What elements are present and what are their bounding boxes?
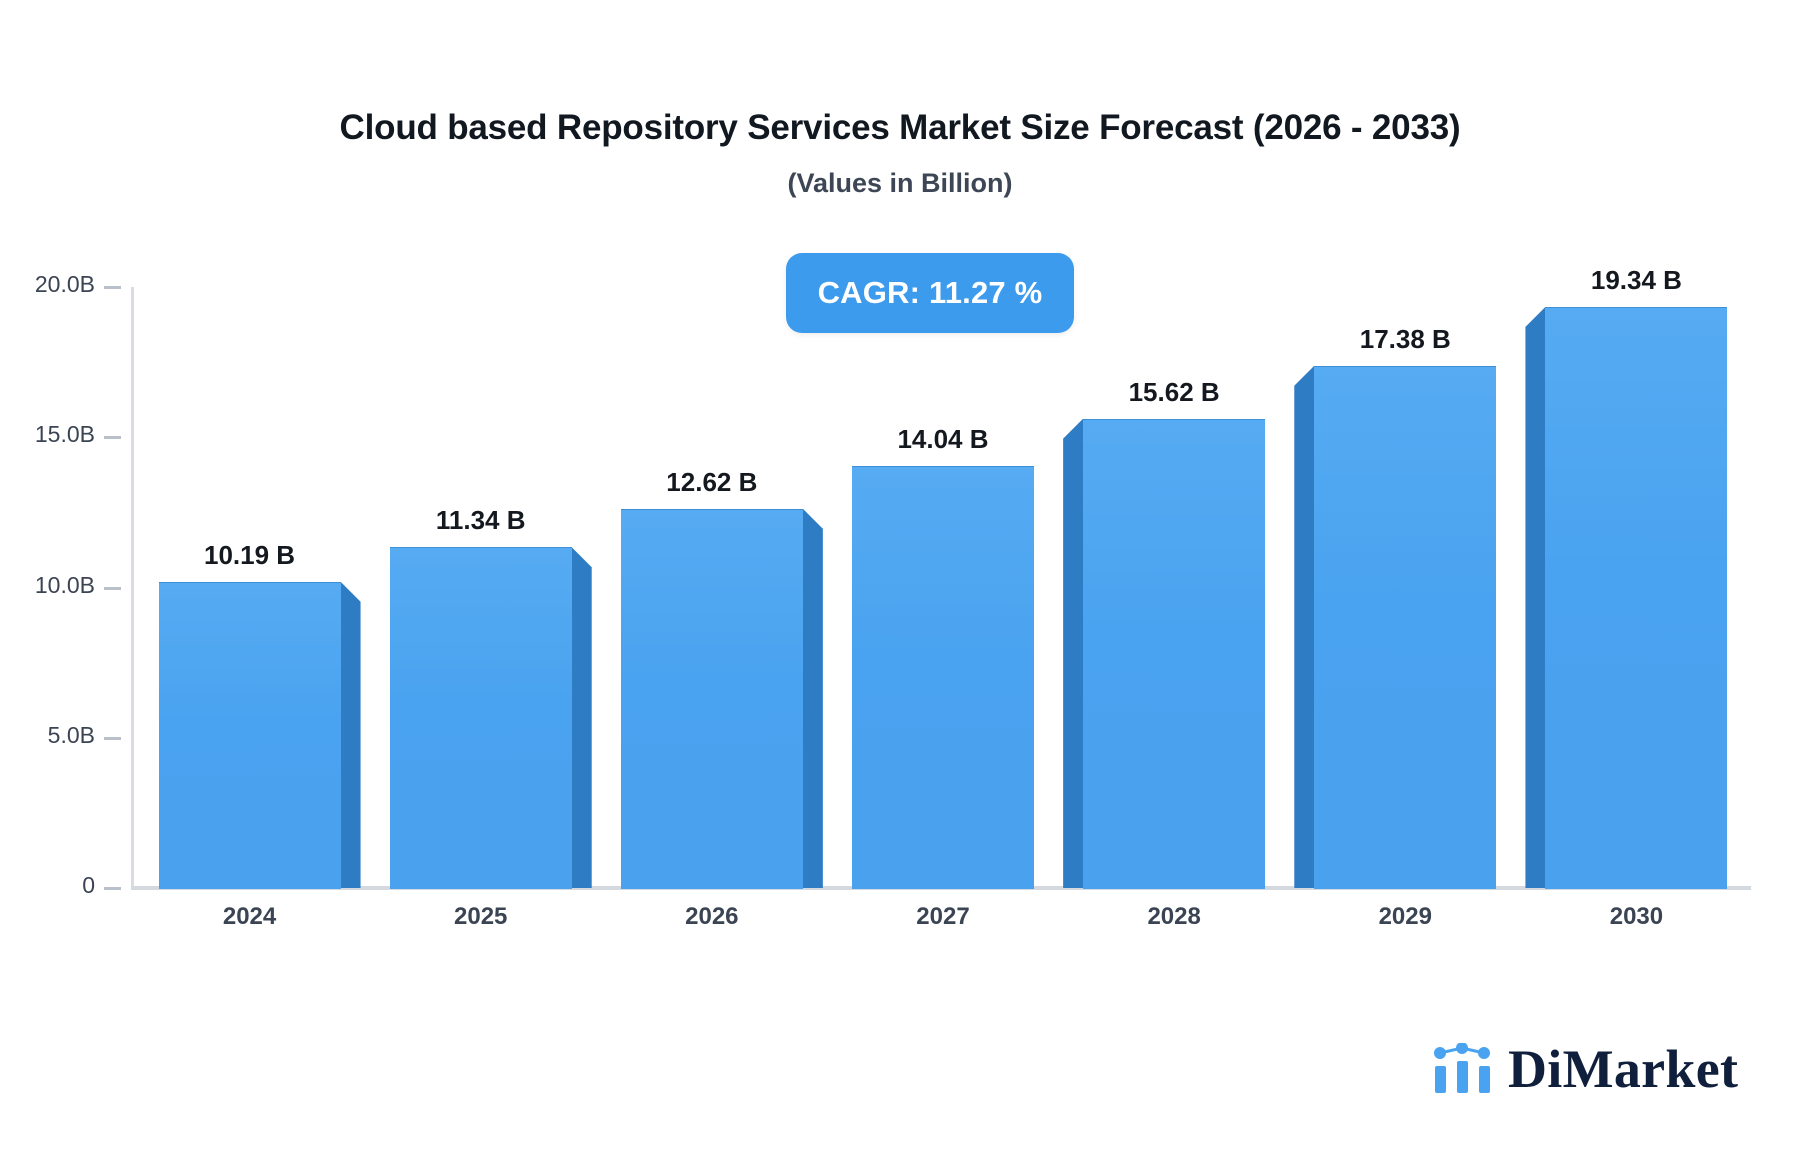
bar-2026 <box>620 508 823 889</box>
bar-value-label: 11.34 B <box>435 505 526 536</box>
bar-2029 <box>1294 365 1497 889</box>
bar-side-panel <box>1294 365 1315 888</box>
bar-front-face <box>1314 365 1497 889</box>
bar-side-panel <box>1063 418 1084 888</box>
bar-2024 <box>158 581 361 889</box>
bar-front-face <box>389 547 572 889</box>
bar-side-panel <box>1525 306 1546 888</box>
x-tick-label: 2029 <box>1378 903 1432 930</box>
y-tick-label: 10.0B <box>34 571 95 598</box>
bar-front-face <box>1545 306 1728 889</box>
y-tick-mark <box>104 586 121 590</box>
bar-side-panel <box>340 581 361 888</box>
x-tick-label: 2027 <box>916 903 970 930</box>
bar-value-label: 14.04 B <box>897 424 989 455</box>
bar-value-label: 19.34 B <box>1590 264 1682 295</box>
bar-front-face <box>1083 418 1266 889</box>
brand-logo: DiMarket <box>1432 1042 1738 1096</box>
y-tick-mark <box>104 736 121 740</box>
x-tick-label: 2030 <box>1609 903 1664 930</box>
bar-2028 <box>1063 418 1266 889</box>
bar-chart-icon <box>1434 1043 1490 1093</box>
bar-2030 <box>1525 306 1728 889</box>
y-axis-line <box>131 287 134 888</box>
bar-side-panel <box>571 547 592 888</box>
bar-2027 <box>852 466 1034 889</box>
cagr-badge: CAGR: 11.27 % <box>786 253 1074 333</box>
bar-side-panel <box>802 508 823 888</box>
plot-area: 0 5.0B 10.0B 15.0B 20.0B 10.19 B 11.34 B 12.62… <box>34 264 1751 930</box>
bar-value-label: 15.62 B <box>1128 376 1220 407</box>
bar-value-label: 10.19 B <box>204 539 296 570</box>
bar-front-face <box>852 466 1034 889</box>
bar-front-face <box>158 581 341 889</box>
y-tick-label: 20.0B <box>34 271 95 297</box>
bar-value-label: 12.62 B <box>666 466 758 497</box>
x-tick-label: 2024 <box>222 903 277 930</box>
y-tick-mark <box>104 286 121 289</box>
bar-value-label: 17.38 B <box>1359 323 1451 354</box>
chart-subtitle: (Values in Billion) <box>787 168 1013 198</box>
y-tick-label: 15.0B <box>34 421 95 448</box>
y-tick-label: 5.0B <box>47 721 95 748</box>
y-tick-mark <box>104 887 121 890</box>
x-tick-label: 2026 <box>685 903 739 930</box>
x-tick-label: 2028 <box>1147 903 1201 930</box>
y-tick-mark <box>104 436 121 440</box>
chart-title: Cloud based Repository Services Market S… <box>339 108 1461 147</box>
brand-name: DiMarket <box>1508 1039 1739 1099</box>
cagr-badge-label: CAGR: 11.27 % <box>817 275 1043 310</box>
bar-2025 <box>389 547 592 889</box>
bar-front-face <box>620 508 803 889</box>
y-tick-label: 0 <box>82 872 95 898</box>
x-tick-label: 2025 <box>454 903 508 930</box>
